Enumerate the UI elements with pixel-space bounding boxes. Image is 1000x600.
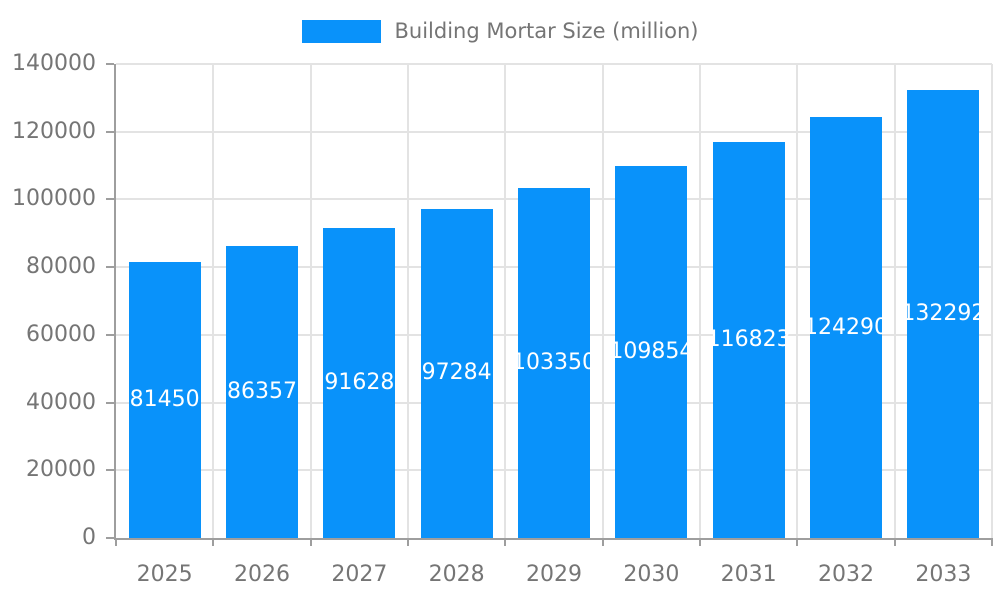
y-tick-label: 140000 bbox=[12, 51, 96, 76]
x-tick-mark bbox=[893, 538, 896, 546]
y-tick-label: 80000 bbox=[26, 254, 96, 280]
bar[interactable] bbox=[128, 262, 201, 538]
bar-value-label: 116823 bbox=[706, 327, 791, 353]
x-tick-mark bbox=[699, 538, 701, 546]
y-tick-mark bbox=[106, 333, 114, 336]
bar[interactable] bbox=[226, 245, 298, 538]
bar-value-label: 91628 bbox=[324, 369, 395, 395]
v-gridline bbox=[504, 64, 507, 538]
bar[interactable] bbox=[712, 142, 785, 538]
bar-value-label: 124290 bbox=[804, 314, 888, 340]
x-tick-mark bbox=[115, 538, 117, 546]
v-gridline bbox=[893, 64, 896, 538]
y-tick-label: 120000 bbox=[12, 118, 96, 144]
bar[interactable] bbox=[615, 166, 688, 538]
y-tick-label: 20000 bbox=[26, 457, 96, 483]
bar-value-label: 86357 bbox=[227, 378, 297, 404]
bar[interactable] bbox=[323, 227, 396, 538]
y-tick-mark bbox=[106, 401, 114, 404]
h-gridline bbox=[116, 63, 992, 65]
chart-legend[interactable]: Building Mortar Size (million) bbox=[0, 20, 1000, 43]
y-tick-label: 0 bbox=[82, 525, 96, 550]
bar-value-label: 81450 bbox=[129, 387, 200, 413]
v-gridline bbox=[309, 64, 312, 538]
bar[interactable] bbox=[907, 90, 980, 538]
y-tick-mark bbox=[106, 266, 114, 269]
x-tick-mark bbox=[407, 538, 409, 546]
y-tick-label: 60000 bbox=[26, 321, 96, 347]
v-gridline bbox=[699, 64, 701, 538]
y-tick-mark bbox=[106, 130, 114, 133]
bar[interactable] bbox=[810, 117, 882, 538]
v-gridline bbox=[407, 64, 409, 538]
bar-value-label: 109854 bbox=[609, 339, 694, 365]
x-tick-label: 2031 bbox=[720, 562, 777, 587]
bar-value-label: 132292 bbox=[901, 301, 986, 327]
y-tick-mark bbox=[106, 469, 114, 472]
x-tick-mark bbox=[309, 538, 312, 546]
bar-value-label: 103350 bbox=[512, 350, 596, 376]
x-tick-mark bbox=[796, 538, 799, 546]
x-tick-mark bbox=[504, 538, 507, 546]
x-tick-label: 2026 bbox=[234, 562, 290, 587]
y-tick-mark bbox=[106, 63, 114, 65]
v-gridline bbox=[212, 64, 215, 538]
x-tick-mark bbox=[601, 538, 604, 546]
x-tick-label: 2032 bbox=[818, 562, 874, 587]
x-tick-label: 2027 bbox=[331, 562, 388, 587]
bar-value-label: 97284 bbox=[421, 360, 492, 386]
x-tick-label: 2033 bbox=[915, 562, 972, 587]
bar[interactable] bbox=[518, 188, 590, 538]
x-tick-mark bbox=[991, 538, 993, 546]
x-tick-label: 2029 bbox=[526, 562, 582, 587]
v-gridline bbox=[601, 64, 604, 538]
y-tick-label: 100000 bbox=[12, 186, 96, 212]
v-gridline bbox=[796, 64, 799, 538]
bar[interactable] bbox=[420, 208, 493, 538]
y-axis-line bbox=[114, 64, 116, 538]
y-tick-label: 40000 bbox=[26, 389, 96, 415]
x-tick-label: 2028 bbox=[428, 562, 485, 587]
y-tick-mark bbox=[106, 537, 114, 539]
v-gridline bbox=[991, 64, 993, 538]
x-axis-line bbox=[114, 538, 992, 540]
y-tick-mark bbox=[106, 198, 114, 201]
x-tick-mark bbox=[212, 538, 215, 546]
legend-label: Building Mortar Size (million) bbox=[394, 19, 699, 43]
x-tick-label: 2025 bbox=[136, 562, 193, 587]
legend-swatch bbox=[301, 20, 381, 43]
x-tick-label: 2030 bbox=[623, 562, 680, 587]
h-gridline bbox=[116, 130, 992, 133]
